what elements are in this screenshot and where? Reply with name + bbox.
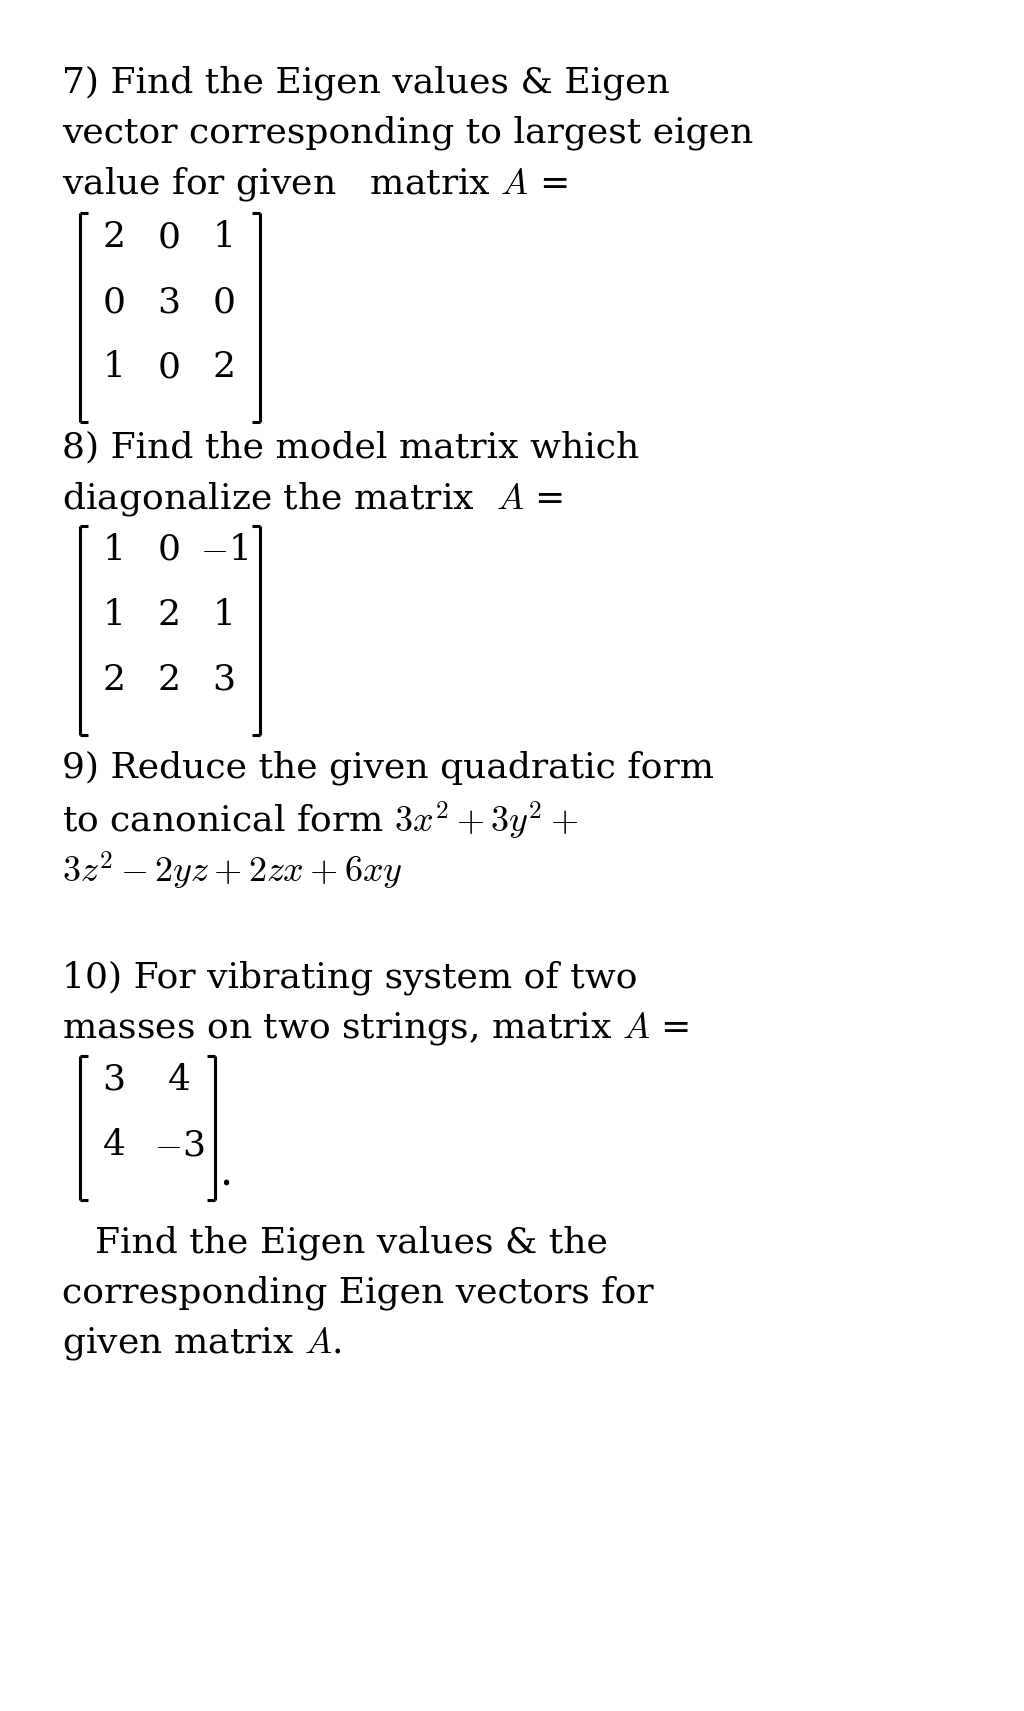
- Text: 3: 3: [102, 1063, 126, 1097]
- Text: 3: 3: [212, 662, 236, 696]
- Text: 1: 1: [102, 534, 126, 566]
- Text: 2: 2: [102, 221, 126, 253]
- Text: 2: 2: [158, 662, 180, 696]
- Text: $3z^2 - 2yz + 2zx + 6xy$: $3z^2 - 2yz + 2zx + 6xy$: [62, 850, 402, 891]
- Text: Find the Eigen values & the: Find the Eigen values & the: [95, 1225, 608, 1259]
- Text: diagonalize the matrix  $A$ =: diagonalize the matrix $A$ =: [62, 481, 563, 518]
- Text: 2: 2: [158, 599, 180, 631]
- Text: 0: 0: [158, 534, 180, 566]
- Text: 2: 2: [213, 351, 236, 383]
- Text: $-$3: $-$3: [154, 1128, 204, 1162]
- Text: 1: 1: [213, 599, 236, 631]
- Text: masses on two strings, matrix $A$ =: masses on two strings, matrix $A$ =: [62, 1009, 689, 1047]
- Text: 3: 3: [158, 286, 180, 318]
- Text: to canonical form $3x^2 + 3y^2 +$: to canonical form $3x^2 + 3y^2 +$: [62, 801, 579, 842]
- Text: 8) Find the model matrix which: 8) Find the model matrix which: [62, 429, 639, 464]
- Text: 9) Reduce the given quadratic form: 9) Reduce the given quadratic form: [62, 749, 714, 785]
- Text: 1: 1: [213, 221, 236, 253]
- Text: 7) Find the Eigen values & Eigen: 7) Find the Eigen values & Eigen: [62, 65, 670, 99]
- Text: 0: 0: [158, 221, 180, 253]
- Text: 2: 2: [102, 662, 126, 696]
- Text: 1: 1: [102, 599, 126, 631]
- Text: vector corresponding to largest eigen: vector corresponding to largest eigen: [62, 115, 754, 149]
- Text: 4: 4: [102, 1128, 126, 1162]
- Text: 10) For vibrating system of two: 10) For vibrating system of two: [62, 960, 638, 994]
- Text: 0: 0: [102, 286, 126, 318]
- Text: 4: 4: [168, 1063, 190, 1097]
- Text: .: .: [219, 1153, 232, 1194]
- Text: 1: 1: [102, 351, 126, 383]
- Text: given matrix $A$.: given matrix $A$.: [62, 1324, 341, 1362]
- Text: value for given   matrix $A$ =: value for given matrix $A$ =: [62, 164, 568, 204]
- Text: corresponding Eigen vectors for: corresponding Eigen vectors for: [62, 1275, 653, 1309]
- Text: $-$1: $-$1: [200, 534, 248, 566]
- Text: 0: 0: [213, 286, 236, 318]
- Text: 0: 0: [158, 351, 180, 383]
